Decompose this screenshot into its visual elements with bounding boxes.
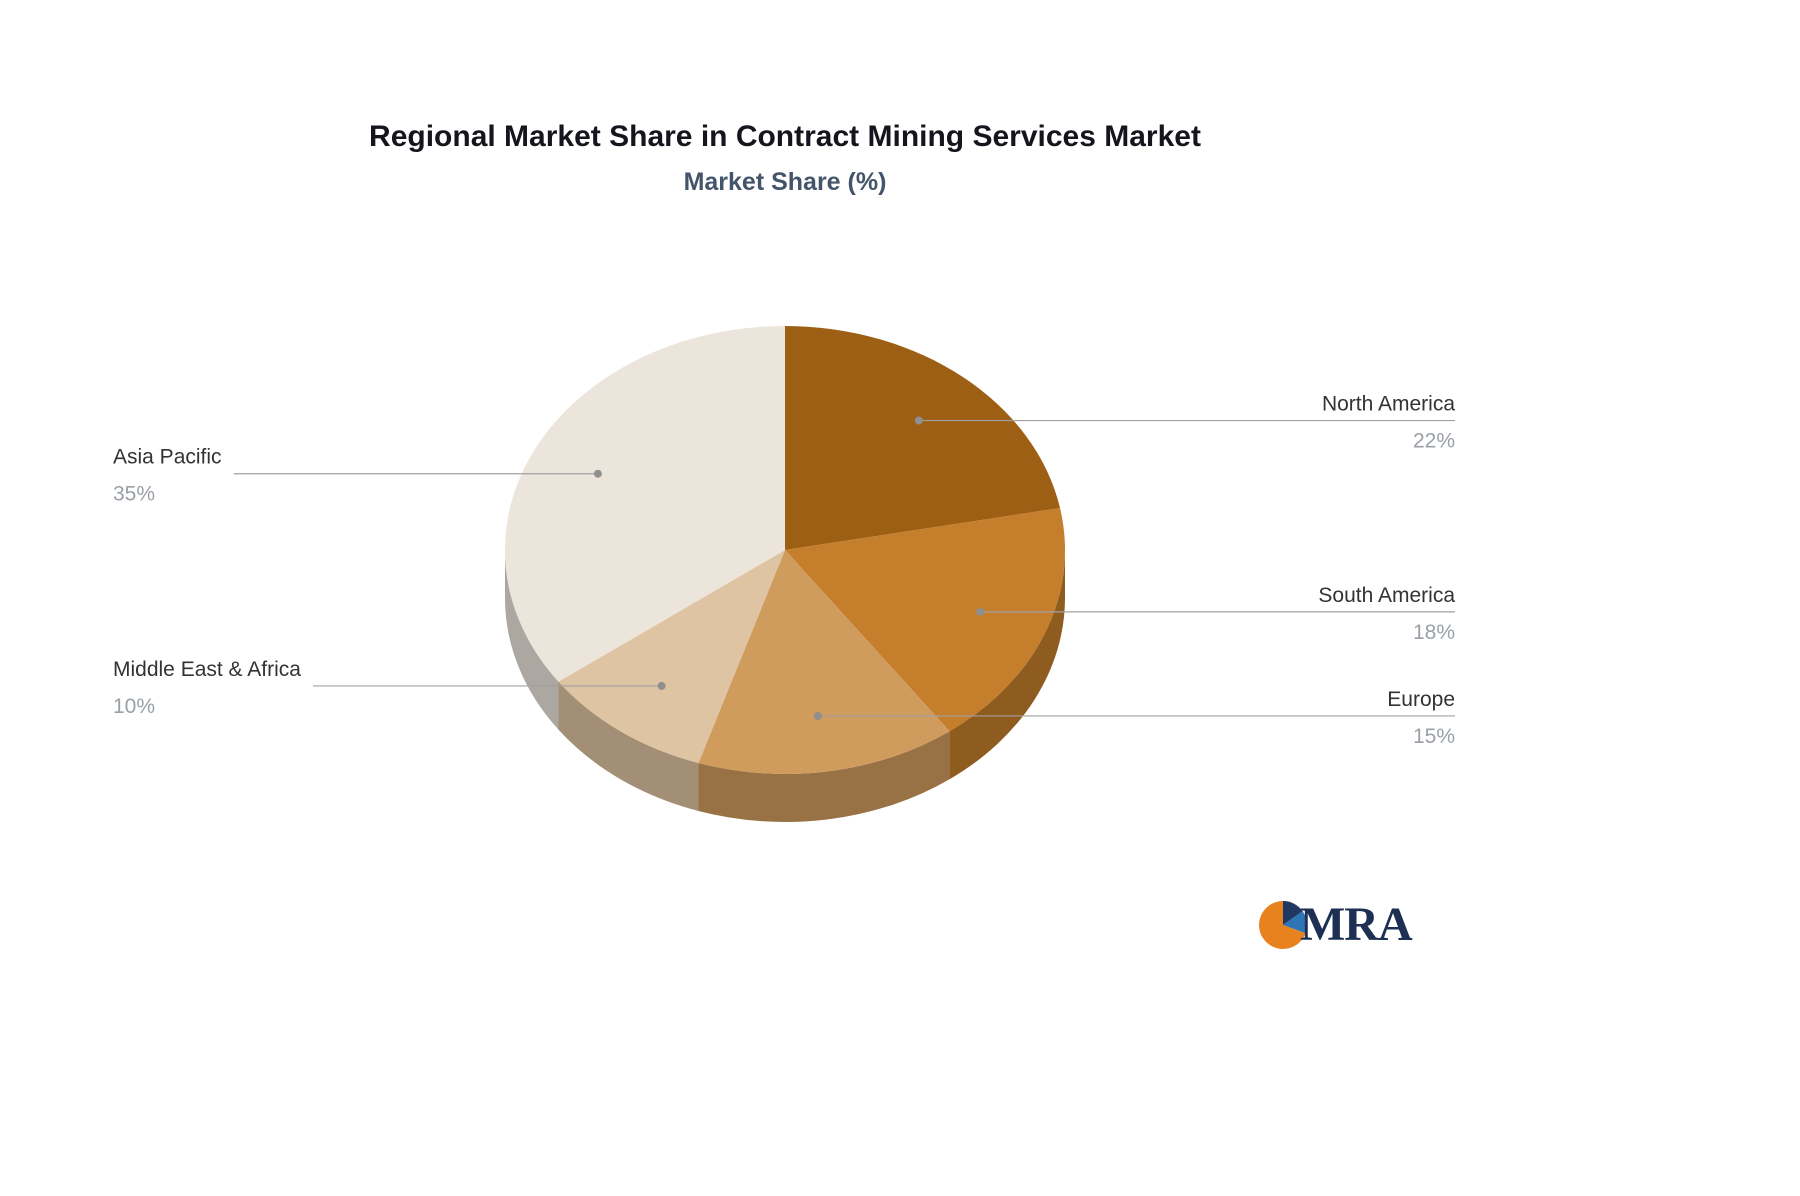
- chart-title: Regional Market Share in Contract Mining…: [369, 120, 1201, 153]
- chart-subtitle: Market Share (%): [683, 168, 887, 196]
- slice-name-south-america: South America: [1318, 584, 1455, 607]
- pie-wall-south-america: [949, 550, 1065, 780]
- slice-name-asia-pacific: Asia Pacific: [113, 446, 222, 469]
- slice-name-europe: Europe: [1387, 688, 1455, 711]
- leader-dot-asia-pacific: [593, 469, 602, 478]
- brand-logo-pie-icon: [1259, 901, 1307, 949]
- pie-wall-asia-pacific: [505, 550, 559, 730]
- pie-slice-north-america: [785, 326, 1061, 550]
- pie-slice-middle-east-africa: [558, 550, 785, 764]
- logo-wedge-dark-blue: [1283, 901, 1303, 925]
- slice-percent-europe: 15%: [1413, 725, 1455, 748]
- leader-dot-south-america: [976, 607, 985, 616]
- slice-percent-middle-east-africa: 10%: [113, 695, 155, 718]
- leader-dot-europe: [813, 711, 822, 720]
- logo-wedge-light-blue: [1283, 911, 1307, 934]
- logo-wedge-orange: [1259, 901, 1306, 949]
- pie-slice-europe: [698, 550, 950, 774]
- leader-dot-middle-east-africa: [657, 681, 666, 690]
- leader-dot-north-america: [914, 416, 923, 425]
- pie-wall-middle-east-africa: [558, 681, 699, 812]
- pie-labels: North America 22% South America 18% Europe 15…: [113, 393, 1455, 748]
- brand-logo: MRA: [1256, 898, 1413, 952]
- pie-slice-south-america: [785, 508, 1065, 732]
- slice-percent-north-america: 22%: [1413, 430, 1455, 453]
- pie-depth-walls: [505, 550, 1065, 823]
- pie-top-faces: [504, 326, 1065, 774]
- slice-name-middle-east-africa: Middle East & Africa: [113, 658, 301, 681]
- pie-wall-europe: [698, 731, 950, 823]
- slice-percent-south-america: 18%: [1413, 621, 1455, 644]
- slice-percent-asia-pacific: 35%: [113, 483, 155, 506]
- brand-logo-text: MRA: [1300, 898, 1413, 951]
- slice-name-north-america: North America: [1322, 393, 1455, 416]
- pie-slice-asia-pacific: [504, 326, 785, 682]
